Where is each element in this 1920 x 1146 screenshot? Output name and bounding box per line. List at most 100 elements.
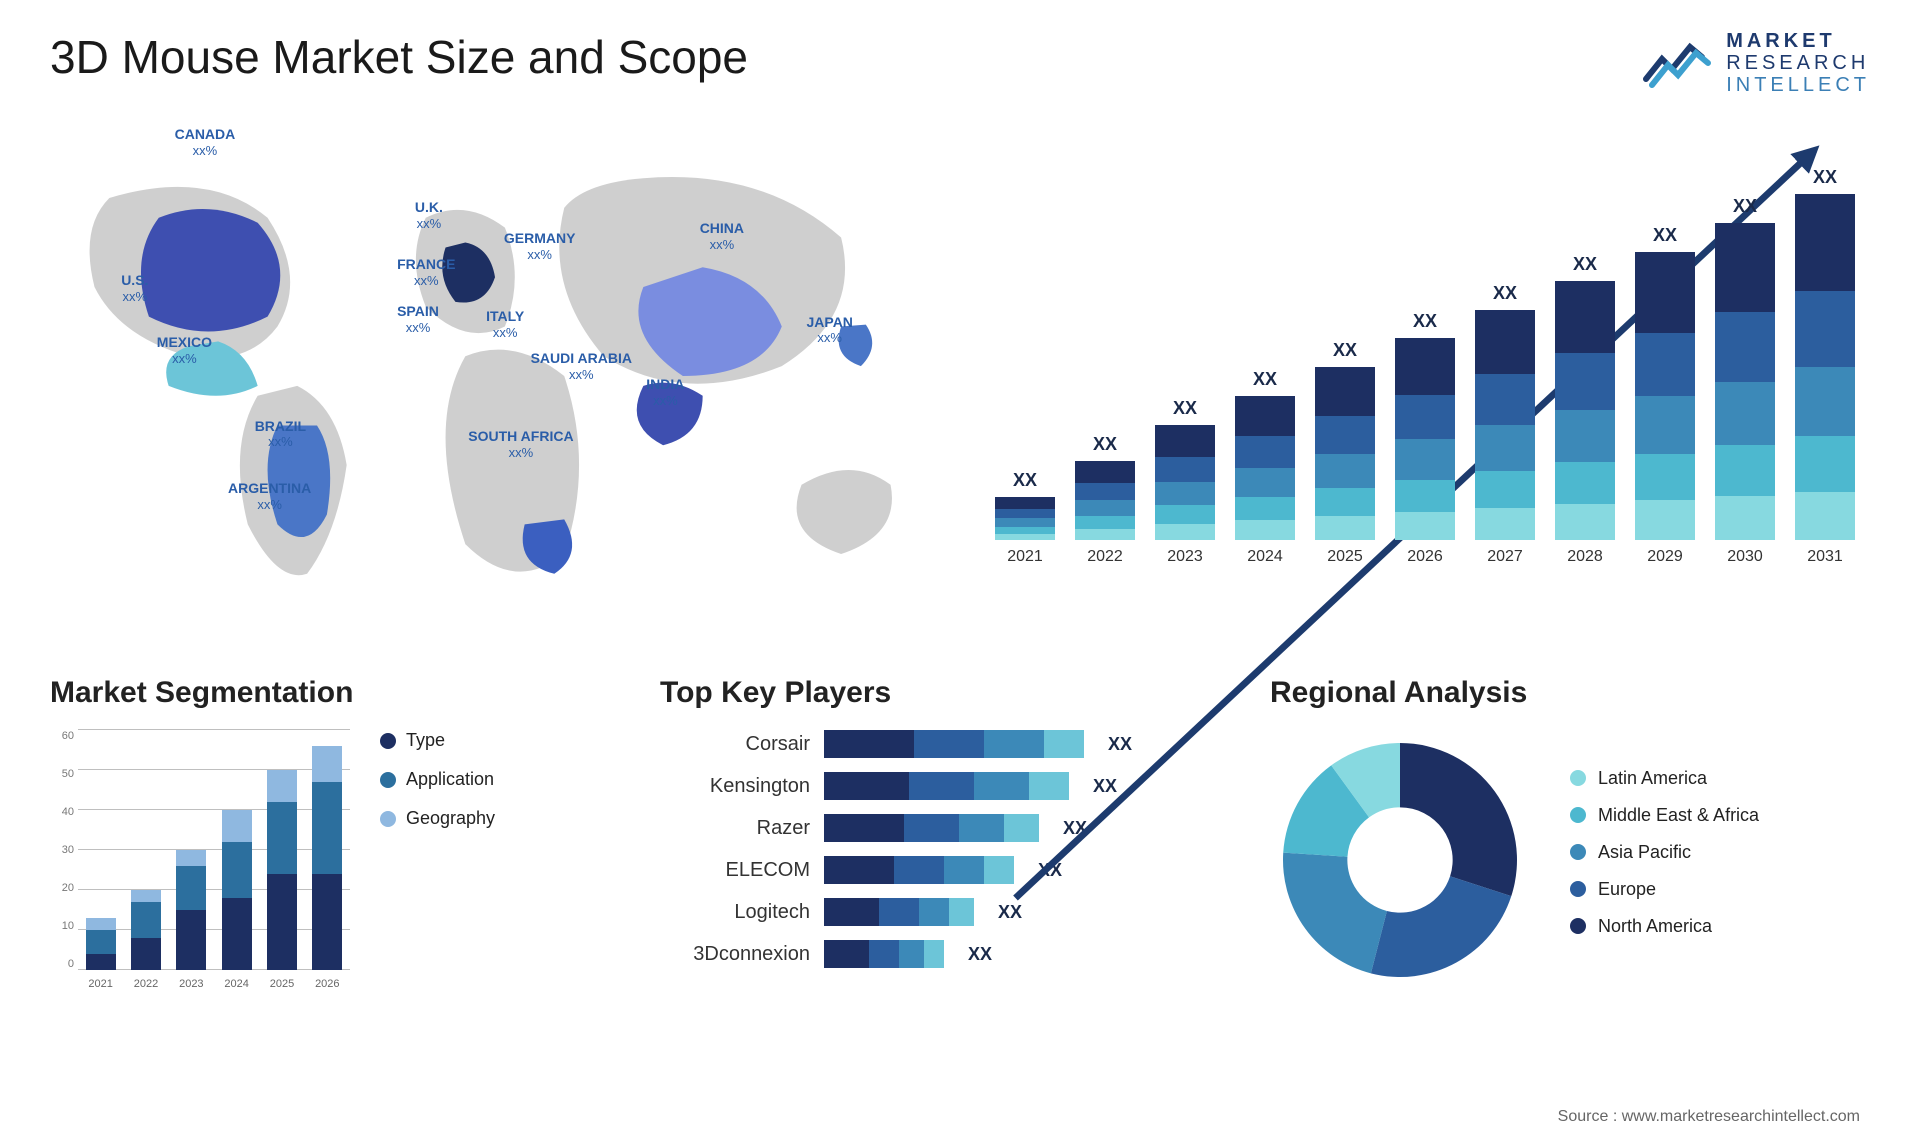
bar-year-label: 2027 — [1487, 548, 1523, 566]
regional-legend: Latin AmericaMiddle East & AfricaAsia Pa… — [1570, 768, 1759, 953]
bar-value-label: XX — [1493, 283, 1517, 304]
key-player-bar — [824, 772, 1069, 800]
bar-year-label: 2029 — [1647, 548, 1683, 566]
bar-value-label: XX — [1413, 311, 1437, 332]
regional-panel: Regional Analysis Latin AmericaMiddle Ea… — [1270, 676, 1870, 990]
bar-year-label: 2023 — [1167, 548, 1203, 566]
world-map-panel: CANADAxx%U.S.xx%MEXICOxx%BRAZILxx%ARGENT… — [50, 116, 940, 636]
growth-bar: XX2028 — [1550, 254, 1620, 566]
key-player-value: XX — [1063, 818, 1087, 839]
legend-item: Middle East & Africa — [1570, 805, 1759, 826]
growth-bar: XX 2024 — [1230, 369, 1300, 566]
bar-year-label: 2021 — [1007, 548, 1043, 566]
legend-item: Type — [380, 730, 495, 751]
growth-bar: XX 2023 — [1150, 398, 1220, 566]
header: 3D Mouse Market Size and Scope MARKET RE… — [50, 30, 1870, 96]
growth-bar: XX 2021 — [990, 470, 1060, 566]
map-label: CHINAxx% — [700, 220, 744, 252]
bar-value-label: XX — [1653, 225, 1677, 246]
key-player-row: Kensington XX — [660, 772, 1220, 800]
map-label: U.S.xx% — [121, 272, 148, 304]
bar-value-label: XX — [1013, 470, 1037, 491]
key-player-name: Logitech — [660, 901, 810, 924]
map-label: SPAINxx% — [397, 303, 439, 335]
legend-item: Europe — [1570, 879, 1759, 900]
legend-item: Application — [380, 769, 495, 790]
world-map-icon — [50, 116, 940, 636]
key-player-name: ELECOM — [660, 859, 810, 882]
bar-year-label: 2026 — [1407, 548, 1443, 566]
key-player-row: 3Dconnexion XX — [660, 940, 1220, 968]
logo-text: MARKET RESEARCH INTELLECT — [1726, 30, 1870, 96]
segmentation-bar — [312, 746, 342, 970]
key-player-row: Corsair XX — [660, 730, 1220, 758]
map-label: INDIAxx% — [646, 376, 684, 408]
bar-year-label: 2030 — [1727, 548, 1763, 566]
growth-chart: XX2021XX2022XX2023XX2024XX2025XX2026XX20… — [980, 116, 1870, 636]
growth-bar: XX 2031 — [1790, 167, 1860, 566]
growth-bar: XX 2025 — [1310, 340, 1380, 566]
key-player-bar — [824, 898, 974, 926]
key-players-panel: Top Key Players CorsairXXKensingtonXXRaz… — [660, 676, 1220, 990]
map-label: ITALYxx% — [486, 308, 524, 340]
donut-slice — [1283, 853, 1387, 974]
bar-year-label: 2025 — [1327, 548, 1363, 566]
logo-line3: INTELLECT — [1726, 74, 1870, 96]
page-title: 3D Mouse Market Size and Scope — [50, 30, 748, 84]
key-player-row: ELECOM XX — [660, 856, 1220, 884]
key-player-name: 3Dconnexion — [660, 943, 810, 966]
key-player-bar — [824, 730, 1084, 758]
map-label: ARGENTINAxx% — [228, 480, 311, 512]
key-player-row: Razer XX — [660, 814, 1220, 842]
bar-year-label: 2031 — [1807, 548, 1843, 566]
map-label: GERMANYxx% — [504, 230, 576, 262]
donut-slice — [1371, 876, 1511, 977]
key-player-value: XX — [1038, 860, 1062, 881]
map-label: MEXICOxx% — [157, 334, 212, 366]
map-label: U.K.xx% — [415, 199, 443, 231]
legend-item: North America — [1570, 916, 1759, 937]
bar-value-label: XX — [1333, 340, 1357, 361]
bar-value-label: XX — [1733, 196, 1757, 217]
bar-value-label: XX — [1813, 167, 1837, 188]
segmentation-bar — [176, 850, 206, 970]
brand-logo: MARKET RESEARCH INTELLECT — [1642, 30, 1870, 96]
map-label: JAPANxx% — [807, 314, 853, 346]
bar-value-label: XX — [1253, 369, 1277, 390]
key-player-bar — [824, 940, 944, 968]
key-player-value: XX — [968, 944, 992, 965]
growth-bars: XX2021XX2022XX2023XX2024XX2025XX2026XX20… — [980, 146, 1870, 566]
key-player-value: XX — [1093, 776, 1117, 797]
key-player-name: Kensington — [660, 775, 810, 798]
segmentation-panel: Market Segmentation 0102030405060 202120… — [50, 676, 610, 990]
key-player-row: LogitechXX — [660, 898, 1220, 926]
segmentation-bar — [222, 810, 252, 970]
map-label: SAUDI ARABIAxx% — [531, 350, 632, 382]
growth-bar: XX 2029 — [1630, 225, 1700, 566]
segmentation-chart: 0102030405060 202120222023202420252026 — [50, 730, 350, 990]
key-player-name: Corsair — [660, 733, 810, 756]
source-attribution: Source : www.marketresearchintellect.com — [1558, 1108, 1860, 1126]
top-row: CANADAxx%U.S.xx%MEXICOxx%BRAZILxx%ARGENT… — [50, 116, 1870, 636]
bar-year-label: 2024 — [1247, 548, 1283, 566]
growth-bar: XX 2027 — [1470, 283, 1540, 566]
logo-mark-icon — [1642, 35, 1714, 91]
segmentation-bar — [86, 918, 116, 970]
segmentation-title: Market Segmentation — [50, 676, 610, 710]
map-label: CANADAxx% — [175, 126, 236, 158]
bar-value-label: XX — [1093, 434, 1117, 455]
bar-value-label: XX — [1173, 398, 1197, 419]
growth-bar: XX 2030 — [1710, 196, 1780, 566]
key-player-name: Razer — [660, 817, 810, 840]
growth-bar: XX 2022 — [1070, 434, 1140, 566]
logo-line2: RESEARCH — [1726, 52, 1870, 74]
key-player-bar — [824, 814, 1039, 842]
regional-title: Regional Analysis — [1270, 676, 1870, 710]
segmentation-bar — [267, 770, 297, 970]
key-player-value: XX — [1108, 734, 1132, 755]
bottom-row: Market Segmentation 0102030405060 202120… — [50, 676, 1870, 990]
bar-year-label: 2022 — [1087, 548, 1123, 566]
map-label: SOUTH AFRICAxx% — [468, 428, 573, 460]
legend-item: Geography — [380, 808, 495, 829]
logo-line1: MARKET — [1726, 30, 1870, 52]
